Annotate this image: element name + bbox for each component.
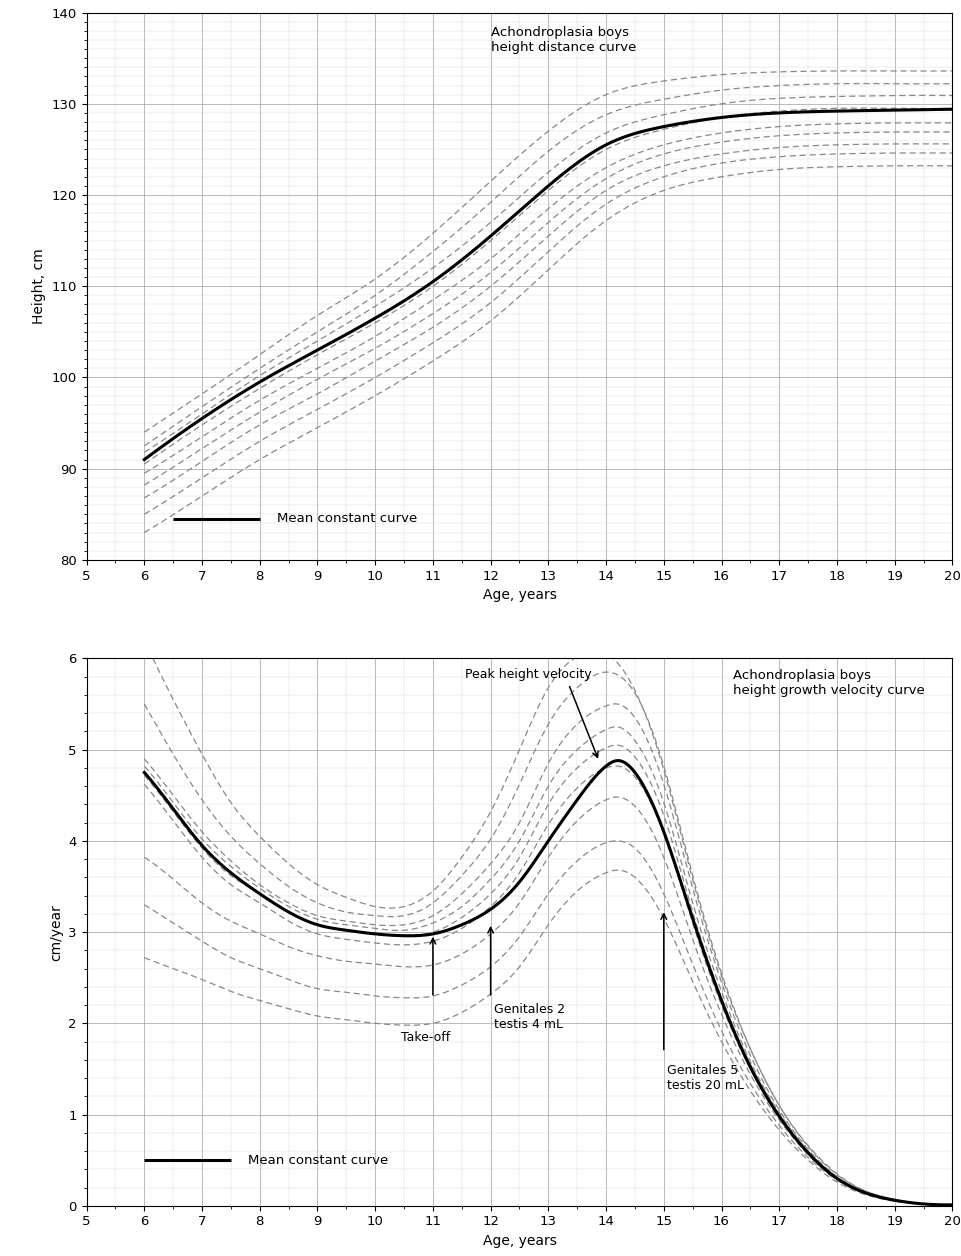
Text: Genitales 2
testis 4 mL: Genitales 2 testis 4 mL: [493, 1004, 564, 1031]
Y-axis label: cm/year: cm/year: [49, 903, 62, 961]
Text: Peak height velocity: Peak height velocity: [464, 667, 591, 681]
Text: Genitales 5
testis 20 mL: Genitales 5 testis 20 mL: [666, 1064, 743, 1093]
X-axis label: Age, years: Age, years: [482, 1235, 555, 1248]
Text: Mean constant curve: Mean constant curve: [248, 1154, 388, 1167]
Text: Mean constant curve: Mean constant curve: [277, 512, 417, 525]
Text: Achondroplasia boys
height distance curve: Achondroplasia boys height distance curv…: [490, 26, 635, 54]
X-axis label: Age, years: Age, years: [482, 588, 555, 602]
Text: Achondroplasia boys
height growth velocity curve: Achondroplasia boys height growth veloci…: [732, 669, 924, 697]
Y-axis label: Height, cm: Height, cm: [32, 249, 46, 324]
Text: Take-off: Take-off: [401, 1031, 450, 1044]
